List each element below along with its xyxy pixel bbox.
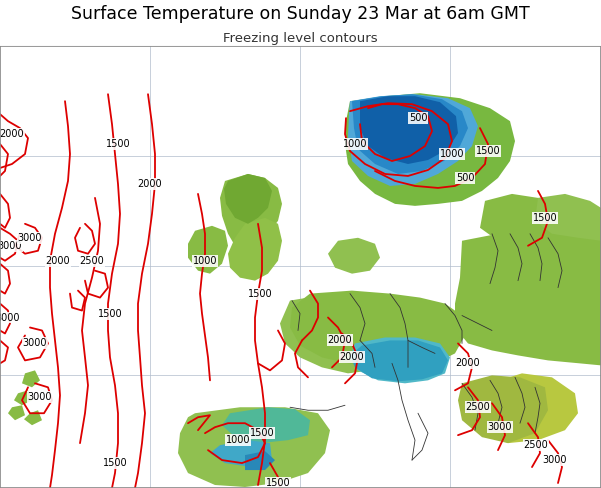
Polygon shape bbox=[14, 390, 32, 405]
Text: 1500: 1500 bbox=[266, 478, 290, 488]
Text: 1000: 1000 bbox=[226, 435, 250, 445]
Polygon shape bbox=[352, 94, 468, 174]
Text: 3000: 3000 bbox=[543, 455, 567, 465]
Text: 2000: 2000 bbox=[328, 335, 352, 346]
Polygon shape bbox=[290, 291, 465, 367]
Polygon shape bbox=[210, 440, 272, 467]
Text: 3000: 3000 bbox=[23, 339, 47, 348]
Text: 1500: 1500 bbox=[249, 428, 274, 438]
Text: 3000: 3000 bbox=[28, 392, 52, 402]
Text: 3000: 3000 bbox=[0, 241, 22, 251]
Text: 1500: 1500 bbox=[248, 288, 272, 299]
Polygon shape bbox=[458, 375, 548, 443]
Polygon shape bbox=[178, 407, 330, 487]
Text: 1000: 1000 bbox=[343, 139, 367, 149]
Polygon shape bbox=[280, 296, 408, 373]
Text: 1500: 1500 bbox=[98, 308, 123, 319]
Polygon shape bbox=[8, 405, 25, 420]
Text: 2000: 2000 bbox=[0, 129, 24, 139]
Polygon shape bbox=[472, 373, 578, 443]
Polygon shape bbox=[350, 341, 448, 381]
Text: 1500: 1500 bbox=[475, 146, 500, 156]
Polygon shape bbox=[224, 174, 272, 224]
Text: 1000: 1000 bbox=[440, 149, 464, 159]
Text: 1500: 1500 bbox=[103, 458, 127, 468]
Text: 3000: 3000 bbox=[0, 312, 20, 323]
Text: 2000: 2000 bbox=[340, 352, 364, 363]
Text: 1500: 1500 bbox=[106, 139, 130, 149]
Polygon shape bbox=[360, 96, 458, 164]
Polygon shape bbox=[535, 194, 601, 241]
Text: 500: 500 bbox=[409, 113, 427, 123]
Polygon shape bbox=[455, 231, 601, 366]
Polygon shape bbox=[24, 410, 42, 425]
Polygon shape bbox=[22, 370, 40, 387]
Polygon shape bbox=[345, 93, 515, 206]
Text: 2000: 2000 bbox=[46, 256, 70, 265]
Polygon shape bbox=[350, 338, 450, 383]
Polygon shape bbox=[188, 226, 228, 274]
Polygon shape bbox=[348, 94, 478, 186]
Text: 1000: 1000 bbox=[193, 256, 217, 265]
Text: 2500: 2500 bbox=[79, 256, 105, 265]
Text: 1500: 1500 bbox=[532, 213, 557, 223]
Text: 3000: 3000 bbox=[488, 422, 512, 432]
Text: Surface Temperature on Sunday 23 Mar at 6am GMT: Surface Temperature on Sunday 23 Mar at … bbox=[71, 5, 530, 23]
Polygon shape bbox=[245, 451, 275, 470]
Text: 500: 500 bbox=[456, 173, 474, 183]
Polygon shape bbox=[222, 407, 310, 443]
Text: Freezing level contours: Freezing level contours bbox=[223, 32, 378, 44]
Text: 2000: 2000 bbox=[456, 358, 480, 368]
Text: 2500: 2500 bbox=[466, 402, 490, 412]
Polygon shape bbox=[328, 238, 380, 274]
Polygon shape bbox=[220, 174, 282, 251]
Polygon shape bbox=[228, 218, 282, 281]
Text: 3000: 3000 bbox=[18, 233, 42, 243]
Polygon shape bbox=[480, 194, 562, 246]
Text: 2500: 2500 bbox=[523, 440, 548, 450]
Text: 2000: 2000 bbox=[138, 179, 162, 189]
